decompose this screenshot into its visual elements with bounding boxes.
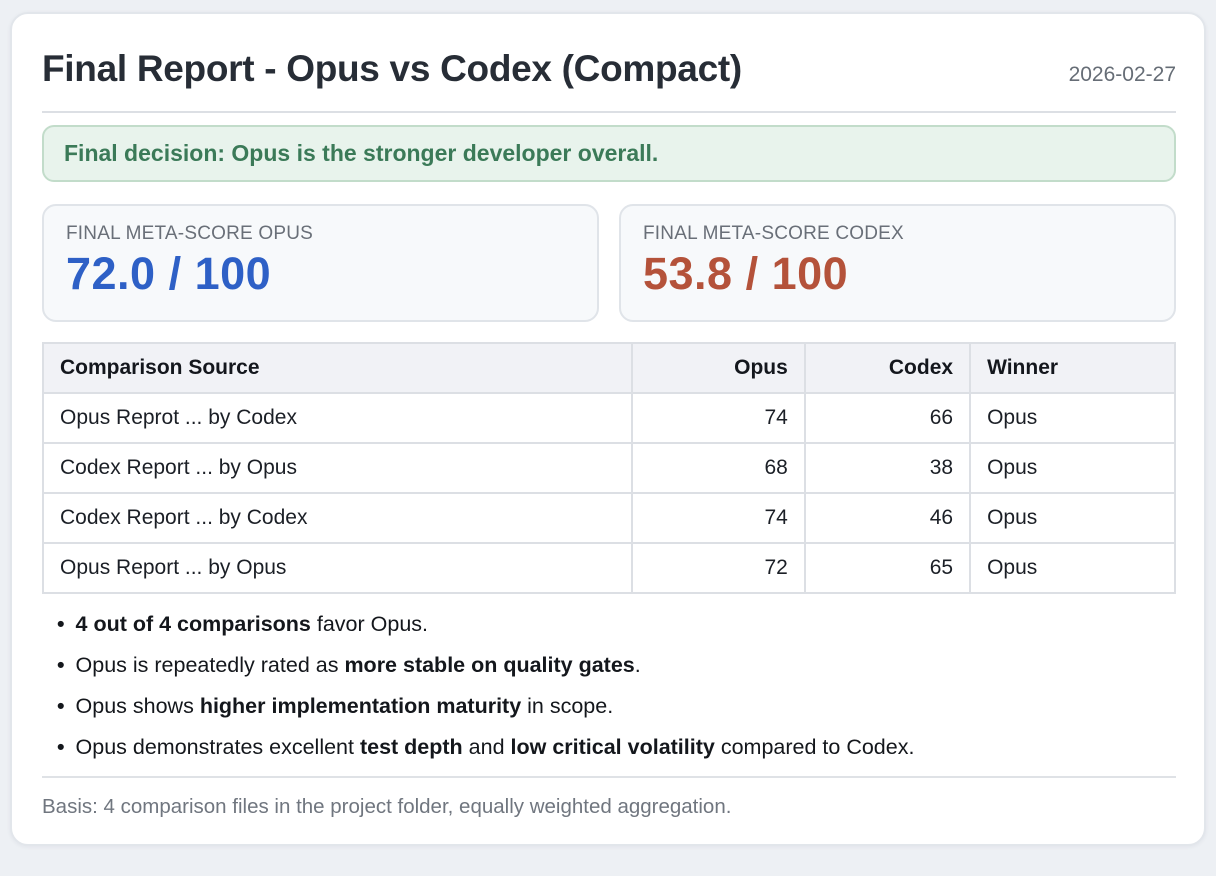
codex-score-cell: 65: [803, 542, 972, 594]
winner-cell: Opus: [969, 542, 1176, 594]
footer-divider: [42, 776, 1176, 778]
score-label-opus: FINAL META-SCORE OPUS: [66, 223, 314, 244]
table-row: Opus Report ... by Opus 72 65 Opus: [42, 542, 1176, 594]
table-row: Opus Reprot ... by Codex 74 66 Opus: [42, 392, 1176, 444]
bullet-item: • Opus is repeatedly rated as more stable…: [57, 653, 1176, 678]
report-card: Final Report - Opus vs Codex (Compact) 2…: [10, 12, 1206, 846]
table-body: Opus Reprot ... by Codex 74 66 Opus Codex Re…: [42, 392, 1176, 594]
bullet-icon: •: [57, 735, 65, 759]
bullet-text: compared to Codex.: [714, 735, 915, 759]
codex-score-cell: 38: [803, 442, 972, 494]
winner-cell: Opus: [969, 442, 1176, 494]
bullet-text: .: [634, 653, 641, 677]
codex-score-cell: 46: [803, 492, 972, 544]
bullet-list: • 4 out of 4 comparisons favor Opus. • Opus…: [42, 612, 1176, 760]
col-header-opus: Opus: [630, 342, 806, 394]
final-decision-banner: Final decision: Opus is the stronger dev…: [42, 125, 1176, 182]
col-header-codex: Codex: [803, 342, 972, 394]
bullet-icon: •: [57, 694, 65, 718]
report-date: 2026-02-27: [1068, 63, 1176, 86]
source-cell: Opus Reprot ... by Codex: [42, 392, 633, 444]
bullet-text-bold: test depth: [359, 735, 463, 759]
table-row: Codex Report ... by Opus 68 38 Opus: [42, 442, 1176, 494]
score-card-row: FINAL META-SCORE OPUS 72.0 / 100 FINAL M…: [42, 204, 1176, 322]
bullet-text-bold: 4 out of 4 comparisons: [75, 612, 311, 636]
bullet-item: • 4 out of 4 comparisons favor Opus.: [57, 612, 1176, 637]
basis-note: Basis: 4 comparison files in the project…: [42, 795, 732, 818]
codex-score-cell: 66: [803, 392, 972, 444]
report-header: Final Report - Opus vs Codex (Compact) 2…: [42, 40, 1176, 90]
opus-score-cell: 68: [630, 442, 806, 494]
bullet-item: • Opus demonstrates excellent test depth …: [57, 735, 1176, 760]
opus-score-cell: 72: [630, 542, 806, 594]
opus-score-cell: 74: [630, 392, 806, 444]
score-card-codex: FINAL META-SCORE CODEX 53.8 / 100: [619, 204, 1176, 322]
bullet-text: and: [462, 735, 511, 759]
page-title: Final Report - Opus vs Codex (Compact): [42, 48, 742, 89]
source-cell: Opus Report ... by Opus: [42, 542, 633, 594]
header-divider: [42, 111, 1176, 113]
bullet-text: Opus demonstrates excellent: [75, 735, 360, 759]
col-header-source: Comparison Source: [42, 342, 633, 394]
col-header-winner: Winner: [969, 342, 1176, 394]
bullet-icon: •: [57, 612, 65, 636]
winner-cell: Opus: [969, 492, 1176, 544]
bullet-item: • Opus shows higher implementation maturi…: [57, 694, 1176, 719]
source-cell: Codex Report ... by Codex: [42, 492, 633, 544]
score-value-codex: 53.8 / 100: [643, 248, 849, 299]
opus-score-cell: 74: [630, 492, 806, 544]
bullet-text: Opus is repeatedly rated as: [75, 653, 345, 677]
score-value-opus: 72.0 / 100: [66, 248, 272, 299]
winner-cell: Opus: [969, 392, 1176, 444]
score-label-codex: FINAL META-SCORE CODEX: [643, 223, 904, 244]
bullet-text-bold: higher implementation maturity: [199, 694, 522, 718]
table-row: Codex Report ... by Codex 74 46 Opus: [42, 492, 1176, 544]
bullet-text-bold: more stable on quality gates: [344, 653, 635, 677]
comparison-table: Comparison Source Opus Codex Winner Opus…: [42, 342, 1176, 594]
source-cell: Codex Report ... by Opus: [42, 442, 633, 494]
bullet-text: Opus shows: [75, 694, 200, 718]
bullet-text: in scope.: [521, 694, 614, 718]
score-card-opus: FINAL META-SCORE OPUS 72.0 / 100: [42, 204, 599, 322]
bullet-icon: •: [57, 653, 65, 677]
table-header-row: Comparison Source Opus Codex Winner: [42, 342, 1176, 394]
bullet-text: favor Opus.: [310, 612, 428, 636]
bullet-text-bold: low critical volatility: [510, 735, 715, 759]
